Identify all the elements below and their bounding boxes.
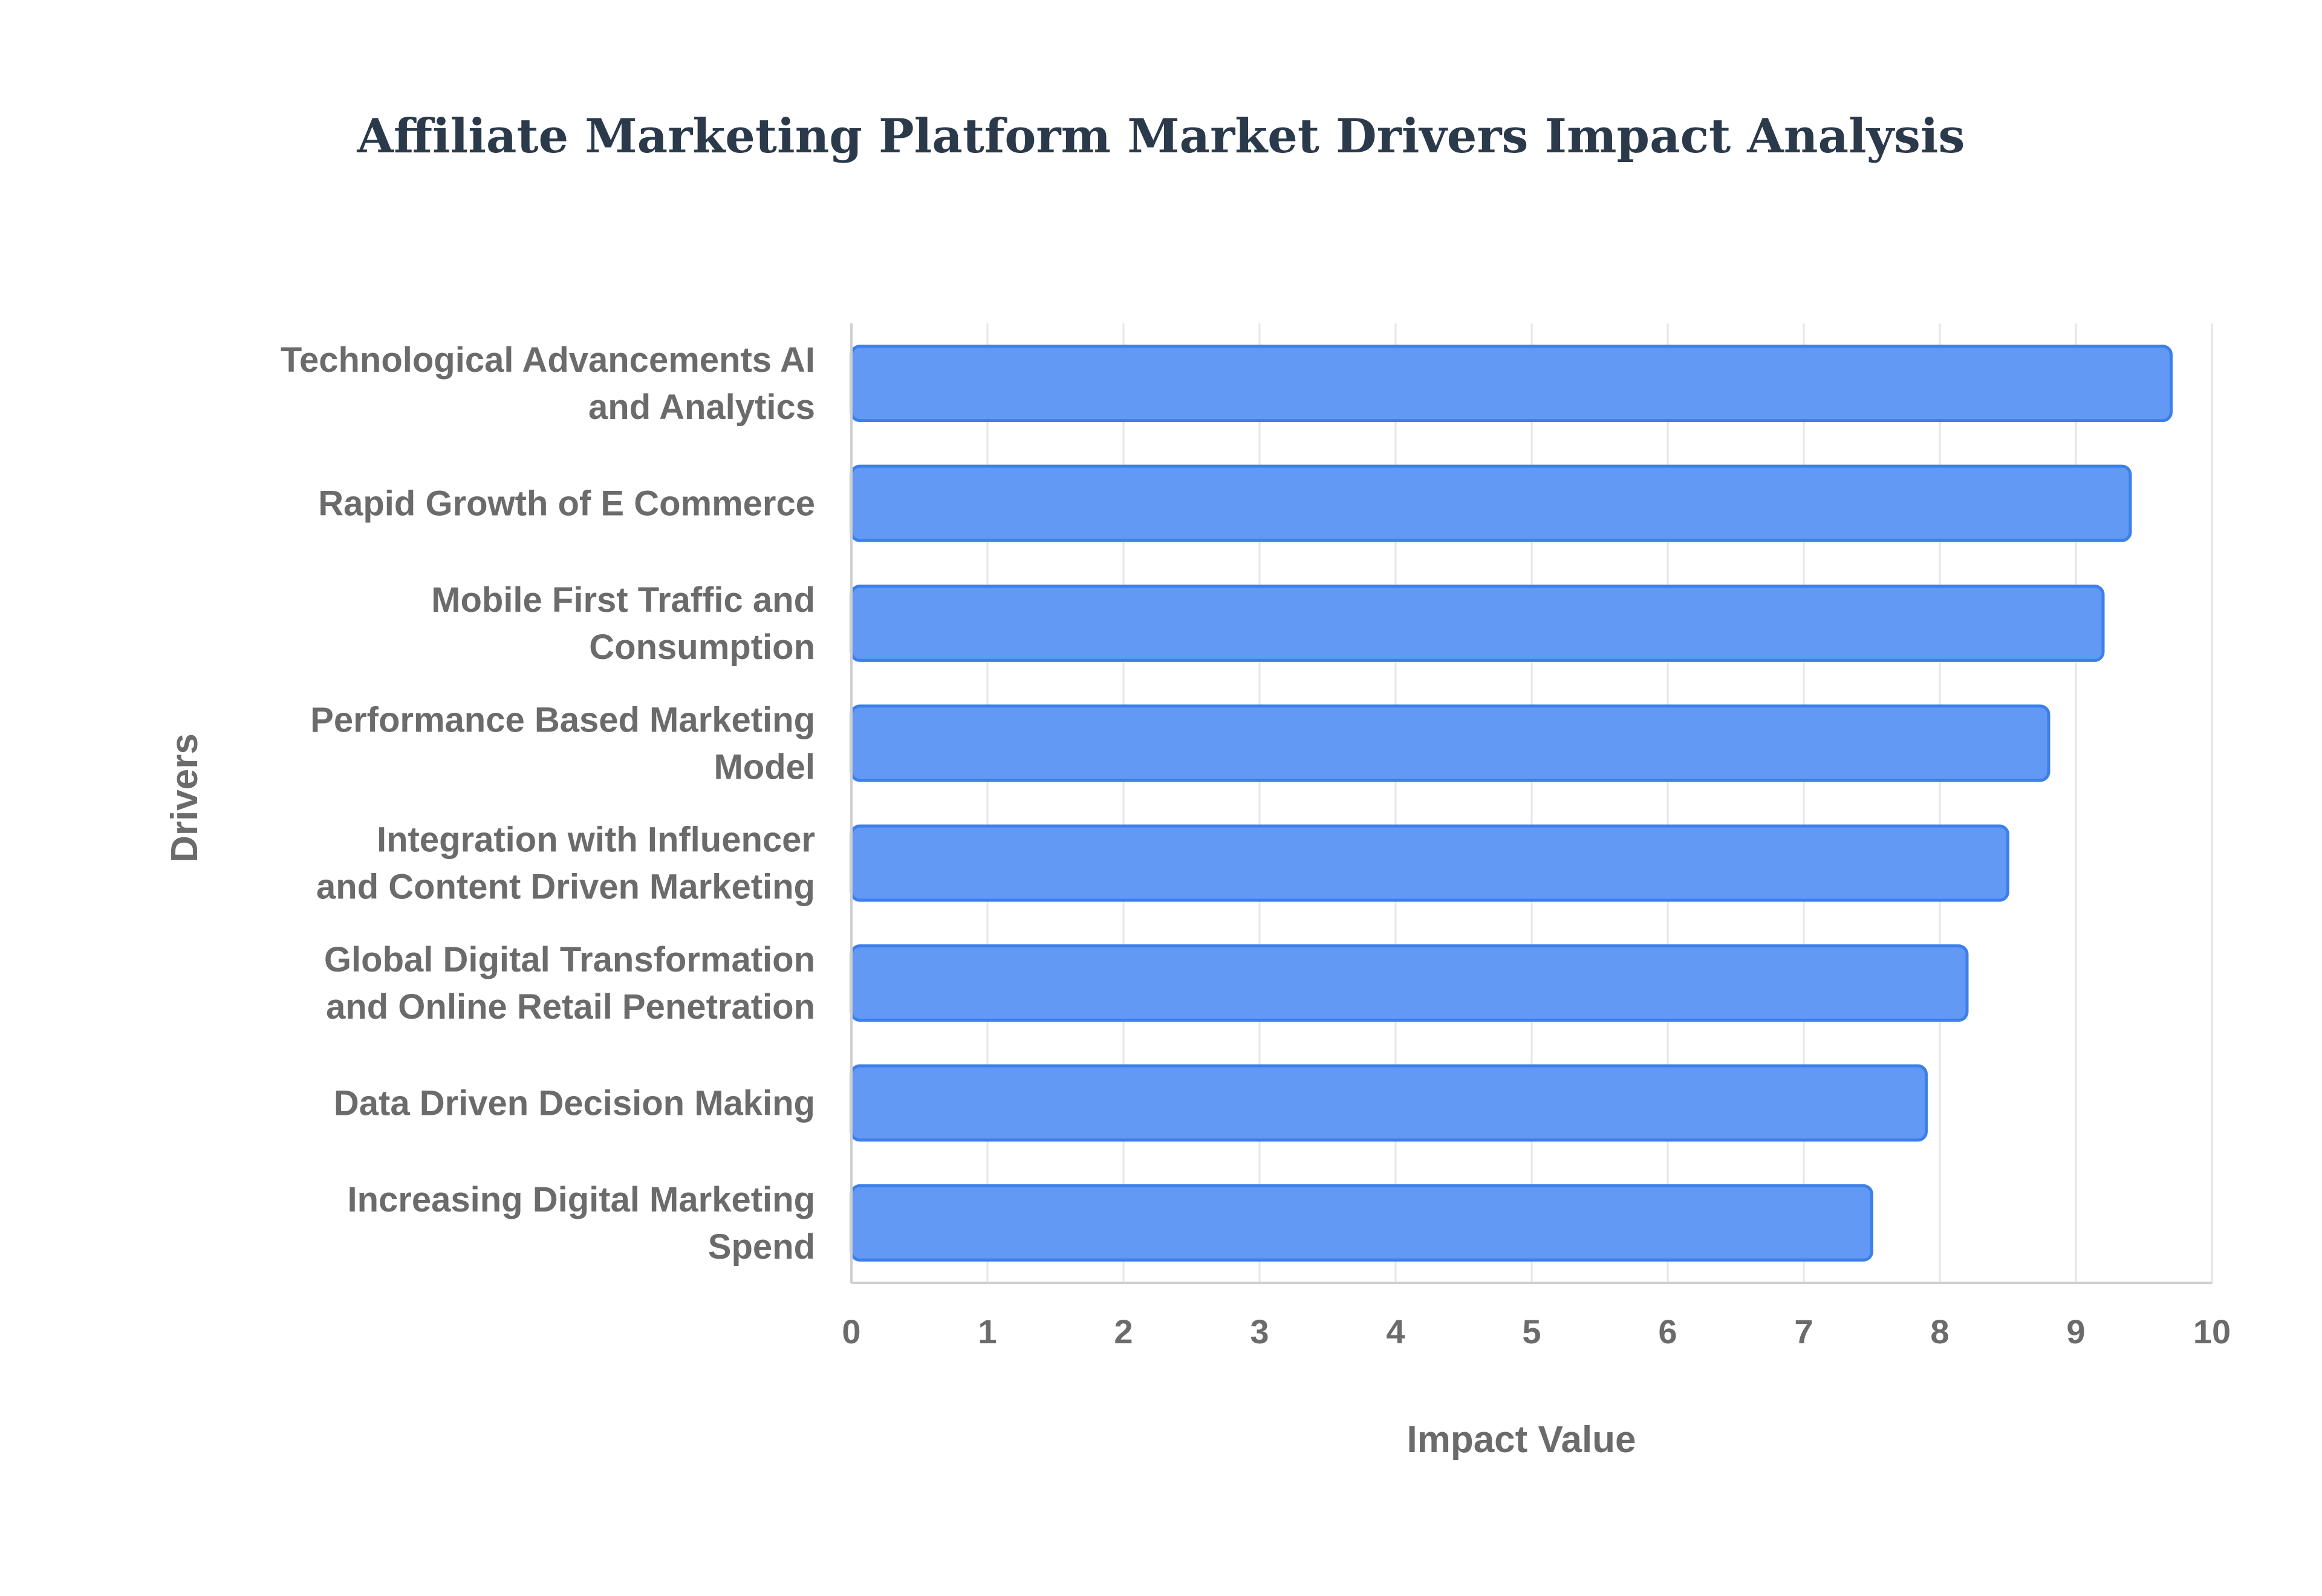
y-axis-title: Drivers (164, 733, 206, 863)
x-tick-label-2: 2 (1114, 1312, 1133, 1351)
bar-4 (850, 704, 2050, 782)
bar-8 (850, 1184, 1873, 1262)
y-tick-label-1-line-2: and Analytics (588, 388, 815, 427)
x-tick-label-8: 8 (1930, 1312, 1949, 1351)
bar-5 (850, 824, 2009, 902)
bar-3 (850, 584, 2105, 662)
x-tick-label-1: 1 (978, 1312, 997, 1351)
chart-title: Affiliate Marketing Platform Market Driv… (357, 109, 1965, 164)
y-tick-label-5-line-2: and Content Driven Marketing (316, 868, 815, 907)
x-tick-label-3: 3 (1250, 1312, 1269, 1351)
y-tick-label-5-line-1: Integration with Influencer (377, 820, 815, 860)
y-tick-label-4-line-2: Model (714, 747, 815, 787)
x-axis-title: Impact Value (1407, 1419, 1636, 1461)
bar-1 (850, 345, 2173, 423)
category-labels: 0 1 2 3 4 5 6 7 8 9 10 Technological Advancements A… (281, 340, 2231, 1351)
x-tick-label-6: 6 (1658, 1312, 1677, 1351)
bar-2 (850, 464, 2132, 542)
x-tick-label-7: 7 (1794, 1312, 1813, 1351)
y-tick-label-8-line-1: Increasing Digital Marketing (347, 1180, 815, 1219)
x-tick-label-10: 10 (2193, 1312, 2231, 1351)
y-tick-label-3-line-2: Consumption (589, 628, 815, 667)
bars (850, 345, 2173, 1262)
y-tick-label-8-line-2: Spend (708, 1227, 815, 1267)
y-tick-label-2-line-1: Rapid Growth of E Commerce (318, 484, 815, 524)
y-tick-label-3-line-1: Mobile First Traffic and (431, 580, 815, 620)
bar-6 (850, 944, 1969, 1022)
y-tick-label-6-line-1: Global Digital Transformation (324, 940, 815, 979)
y-tick-label-1-line-1: Technological Advancements AI (281, 340, 815, 380)
x-tick-label-9: 9 (2066, 1312, 2085, 1351)
x-tick-label-0: 0 (842, 1312, 860, 1351)
y-tick-label-6-line-2: and Online Retail Penetration (326, 987, 815, 1027)
x-tick-label-5: 5 (1522, 1312, 1541, 1351)
axes (850, 323, 2212, 1284)
bar-7 (850, 1064, 1928, 1142)
y-tick-label-7-line-1: Data Driven Decision Making (334, 1083, 815, 1123)
x-tick-label-4: 4 (1386, 1312, 1405, 1351)
y-tick-label-4-line-1: Performance Based Marketing (310, 700, 815, 739)
